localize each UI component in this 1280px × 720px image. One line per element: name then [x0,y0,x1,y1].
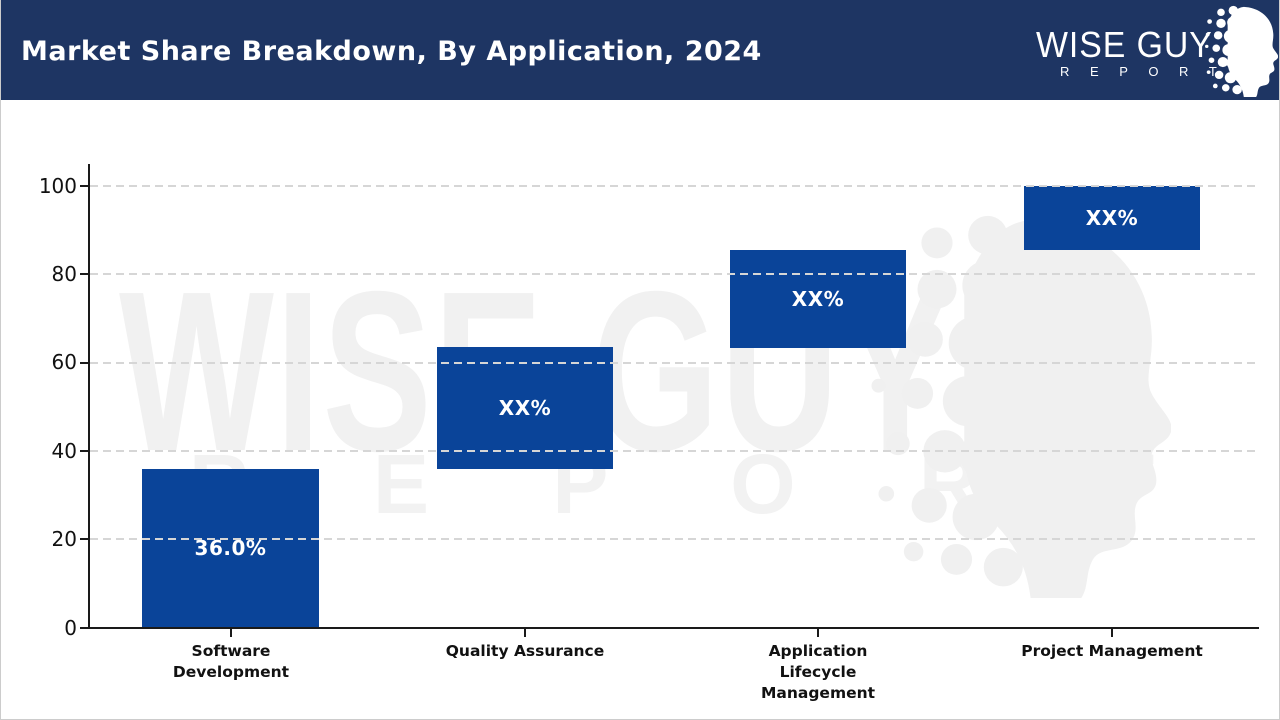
brand-head-icon [1205,5,1278,97]
y-tick-mark [80,627,89,629]
brand-name: WISE GUY [1036,24,1213,65]
bar-quality-assurance: XX% [437,347,613,469]
y-tick-mark [80,538,89,540]
x-category-label-software-development: Software Development [172,642,290,681]
y-tick-mark [80,362,89,364]
x-tick-mark [817,629,819,637]
bar-value-label: XX% [791,287,845,311]
x-tick-mark [1111,629,1113,637]
y-tick-label-60: 60 [51,350,77,374]
y-tick-label-0: 0 [64,616,77,640]
y-tick-label-100: 100 [38,174,77,198]
x-tick-mark [524,629,526,637]
y-tick-mark [80,185,89,187]
gridline-100 [90,185,1258,187]
y-tick-mark [80,273,89,275]
gridline-60 [90,362,1258,364]
gridline-40 [90,450,1258,452]
x-category-label-project-management: Project Management [1021,642,1203,660]
page-title: Market Share Breakdown, By Application, … [21,36,762,67]
bar-value-label: 36.0% [194,536,267,560]
x-tick-mark [230,629,232,637]
y-axis-line [88,164,90,629]
x-category-label-quality-assurance: Quality Assurance [445,642,605,660]
y-tick-label-20: 20 [51,527,77,551]
y-tick-mark [80,450,89,452]
x-axis-line [88,627,1259,629]
header: Market Share Breakdown, By Application, … [1,0,1279,100]
bar-project-management: XX% [1024,186,1200,250]
brand-reports-text: R E P O R T S [1060,64,1255,79]
x-category-label-application-lifecycle-management: Application Lifecycle Management [760,642,876,702]
bar-software-development: 36.0% [142,469,319,627]
gridline-80 [90,273,1258,275]
bar-value-label: XX% [1085,206,1139,230]
bar-application-lifecycle-management: XX% [730,250,906,348]
y-tick-label-80: 80 [51,262,77,286]
bar-value-label: XX% [498,396,552,420]
gridline-20 [90,538,1258,540]
y-tick-label-40: 40 [51,439,77,463]
